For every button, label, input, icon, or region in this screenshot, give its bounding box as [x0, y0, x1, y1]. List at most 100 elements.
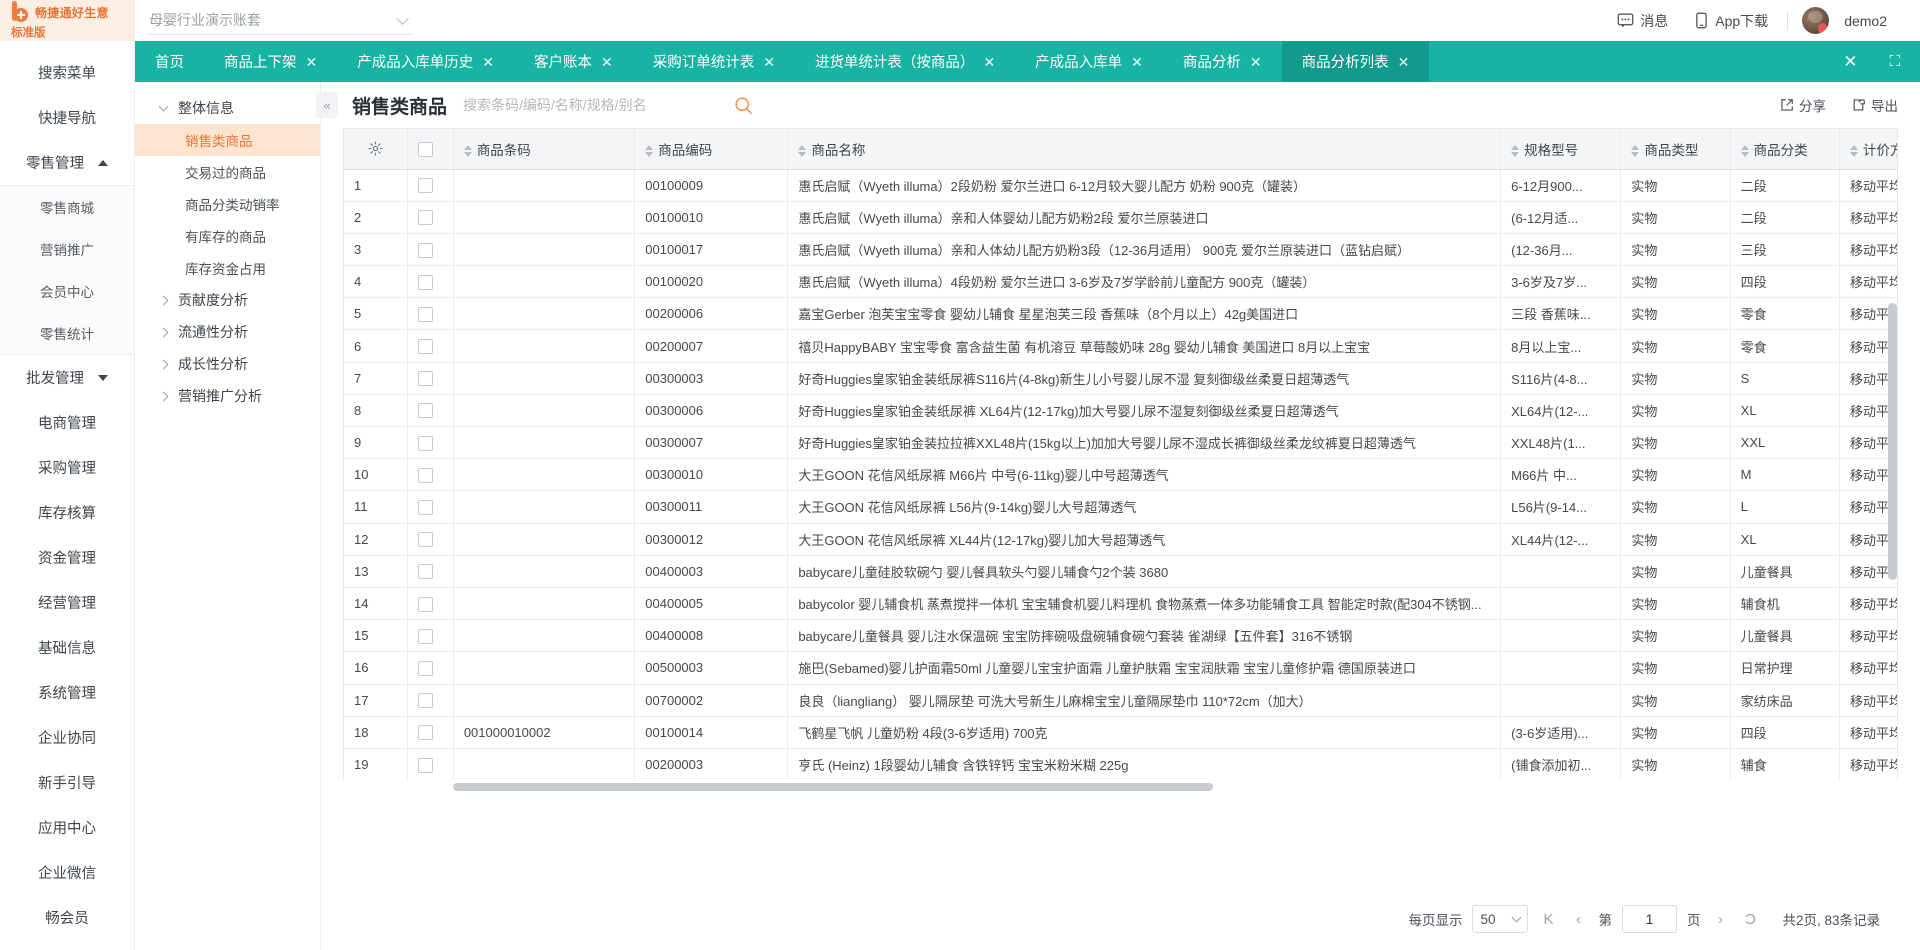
table-row[interactable]: 18 001000010002 00100014 飞鹤星飞帆 儿童奶粉 4段(3-6岁…: [344, 716, 1897, 749]
sidebar-item-wecom[interactable]: 企业微信: [0, 850, 134, 895]
row-checkbox[interactable]: [417, 403, 433, 419]
table-row[interactable]: 9 00300007 好奇Huggies皇家铂金装拉拉裤XXL48片(15kg以上)…: [344, 426, 1897, 460]
row-checkbox[interactable]: [417, 210, 433, 226]
tab-close-icon[interactable]: ✕: [600, 53, 613, 70]
table-row[interactable]: 2 00100010 惠氏启赋（Wyeth illuma）亲和人体婴幼儿配方奶粉2段…: [344, 201, 1897, 234]
table-row[interactable]: 8 00300006 好奇Huggies皇家铂金装纸尿裤 XL64片(12-17kg…: [344, 394, 1897, 428]
sidebar-item-app-center[interactable]: 应用中心: [0, 805, 134, 850]
row-checkbox-cell[interactable]: [407, 619, 454, 653]
export-button[interactable]: 导出: [1852, 95, 1898, 115]
column-header-pricing[interactable]: 计价方式: [1839, 129, 1897, 170]
tab-close-icon[interactable]: ✕: [482, 53, 494, 70]
row-checkbox-cell[interactable]: [407, 555, 454, 588]
row-checkbox[interactable]: [417, 693, 433, 709]
row-checkbox-cell[interactable]: [407, 587, 454, 621]
sidebar-item-retail-stats[interactable]: 零售统计: [0, 312, 134, 354]
column-header-code[interactable]: 商品编码: [634, 129, 789, 170]
horizontal-scrollbar-track[interactable]: [343, 780, 1898, 794]
tab-item[interactable]: 首页: [135, 41, 204, 82]
column-header-category[interactable]: 商品分类: [1730, 129, 1840, 170]
tab-close-icon[interactable]: ✕: [763, 53, 775, 70]
row-checkbox[interactable]: [417, 596, 433, 612]
next-page-button[interactable]: ›: [1710, 906, 1730, 932]
close-all-tabs-button[interactable]: ✕: [1827, 41, 1873, 82]
row-checkbox-cell[interactable]: [407, 297, 454, 331]
sidebar-item-funds[interactable]: 资金管理: [0, 535, 134, 580]
sidebar-item-marketing[interactable]: 营销推广: [0, 228, 134, 270]
sidebar-item-wholesale-management[interactable]: 批发管理: [0, 355, 134, 400]
sidebar-item-chang-member[interactable]: 畅会员: [0, 895, 134, 940]
row-checkbox-cell[interactable]: [407, 684, 454, 717]
horizontal-scrollbar-thumb[interactable]: [453, 783, 1213, 791]
tab-item[interactable]: 采购订单统计表 ✕: [633, 41, 795, 82]
sort-icon[interactable]: [798, 145, 807, 158]
row-checkbox[interactable]: [417, 371, 433, 387]
column-header-type[interactable]: 商品类型: [1620, 129, 1731, 170]
tree-item-sales-products[interactable]: 销售类商品: [135, 124, 320, 156]
row-checkbox-cell[interactable]: [407, 716, 454, 749]
table-row[interactable]: 4 00100020 惠氏启赋（Wyeth illuma）4段奶粉 爱尔兰进口 3-…: [344, 265, 1897, 299]
sidebar-item-member-center[interactable]: 会员中心: [0, 270, 134, 312]
user-menu[interactable]: demo2: [1794, 7, 1900, 34]
tree-node-circulation-analysis[interactable]: 流通性分析: [135, 316, 320, 348]
table-row[interactable]: 11 00300011 大王GOON 花信风纸尿裤 L56片(9-14kg)婴儿大号…: [344, 490, 1897, 524]
row-checkbox-cell[interactable]: [407, 201, 454, 234]
sort-icon[interactable]: [645, 145, 654, 158]
column-header-spec[interactable]: 规格型号: [1500, 129, 1622, 170]
vertical-scrollbar-track[interactable]: [1865, 287, 1874, 780]
tab-close-icon[interactable]: ✕: [1249, 53, 1262, 70]
row-checkbox[interactable]: [417, 306, 433, 322]
row-checkbox[interactable]: [417, 500, 433, 515]
row-checkbox-cell[interactable]: [407, 651, 454, 685]
table-row[interactable]: 3 00100017 惠氏启赋（Wyeth illuma）亲和人体幼儿配方奶粉3段（…: [344, 233, 1897, 267]
row-checkbox[interactable]: [417, 242, 433, 258]
messages-button[interactable]: 消息: [1604, 11, 1681, 31]
row-checkbox-cell[interactable]: [407, 394, 454, 428]
row-checkbox[interactable]: [417, 435, 433, 451]
row-checkbox-cell[interactable]: [407, 169, 454, 202]
tab-close-icon[interactable]: ✕: [305, 53, 318, 70]
sidebar-item-inventory-accounting[interactable]: 库存核算: [0, 490, 134, 535]
table-row[interactable]: 19 00200003 亨氏 (Heinz) 1段婴幼儿辅食 含铁锌钙 宝宝米粉米糊…: [344, 748, 1897, 780]
page-size-select[interactable]: 50: [1472, 905, 1529, 933]
table-row[interactable]: 13 00400003 babycare儿童硅胶软碗勺 婴儿餐具软头勺婴儿辅食勺2个…: [344, 555, 1897, 588]
last-page-button[interactable]: Ͻ: [1740, 906, 1760, 932]
tab-item[interactable]: 产成品入库单 ✕: [1015, 41, 1163, 82]
row-checkbox-cell[interactable]: [407, 458, 454, 492]
tab-item[interactable]: 商品上下架 ✕: [204, 41, 337, 82]
column-header-name[interactable]: 商品名称: [787, 129, 1502, 170]
select-all-checkbox[interactable]: [417, 141, 433, 157]
table-row[interactable]: 15 00400008 babycare儿童餐具 婴儿注水保温碗 宝宝防摔碗吸盘碗辅…: [344, 619, 1897, 653]
sidebar-item-enterprise-collab[interactable]: 企业协同: [0, 715, 134, 760]
table-row[interactable]: 16 00500003 施巴(Sebamed)婴儿护面霜50ml 儿童婴儿宝宝护面霜…: [344, 651, 1897, 685]
account-set-select[interactable]: 母婴行业演示账套: [149, 7, 411, 35]
search-input[interactable]: [463, 97, 735, 113]
tree-node-growth-analysis[interactable]: 成长性分析: [135, 348, 320, 380]
row-checkbox[interactable]: [417, 660, 433, 676]
tree-node-contribution-analysis[interactable]: 贡献度分析: [135, 284, 320, 316]
prev-page-button[interactable]: ‹: [1568, 906, 1588, 932]
column-header-barcode[interactable]: 商品条码: [453, 129, 636, 170]
row-checkbox[interactable]: [417, 178, 433, 194]
row-checkbox-cell[interactable]: [407, 329, 454, 363]
table-row[interactable]: 14 00400005 babycolor 婴儿辅食机 蒸煮搅拌一体机 宝宝辅食机婴…: [344, 587, 1897, 621]
row-checkbox-cell[interactable]: [407, 362, 454, 395]
row-checkbox[interactable]: [417, 757, 433, 773]
row-checkbox-cell[interactable]: [407, 265, 454, 299]
table-row[interactable]: 12 00300012 大王GOON 花信风纸尿裤 XL44片(12-17kg)婴儿…: [344, 523, 1897, 556]
share-button[interactable]: 分享: [1780, 95, 1826, 115]
row-checkbox-cell[interactable]: [407, 523, 454, 556]
row-checkbox[interactable]: [417, 564, 433, 580]
row-checkbox-cell[interactable]: [407, 426, 454, 460]
app-download-button[interactable]: App下载: [1681, 11, 1781, 31]
sort-icon[interactable]: [1631, 145, 1640, 158]
vertical-scrollbar-thumb[interactable]: [1888, 303, 1897, 580]
sidebar-item-ecommerce[interactable]: 电商管理: [0, 400, 134, 445]
select-all-header[interactable]: [407, 129, 454, 170]
tree-node-marketing-analysis[interactable]: 营销推广分析: [135, 380, 320, 412]
row-checkbox[interactable]: [417, 725, 433, 741]
sort-icon[interactable]: [1849, 145, 1858, 158]
tree-node-overall-info[interactable]: 整体信息: [135, 92, 320, 124]
tab-close-icon[interactable]: ✕: [1397, 53, 1410, 70]
table-row[interactable]: 7 00300003 好奇Huggies皇家铂金装纸尿裤S116片(4-8kg)新生…: [344, 362, 1897, 395]
